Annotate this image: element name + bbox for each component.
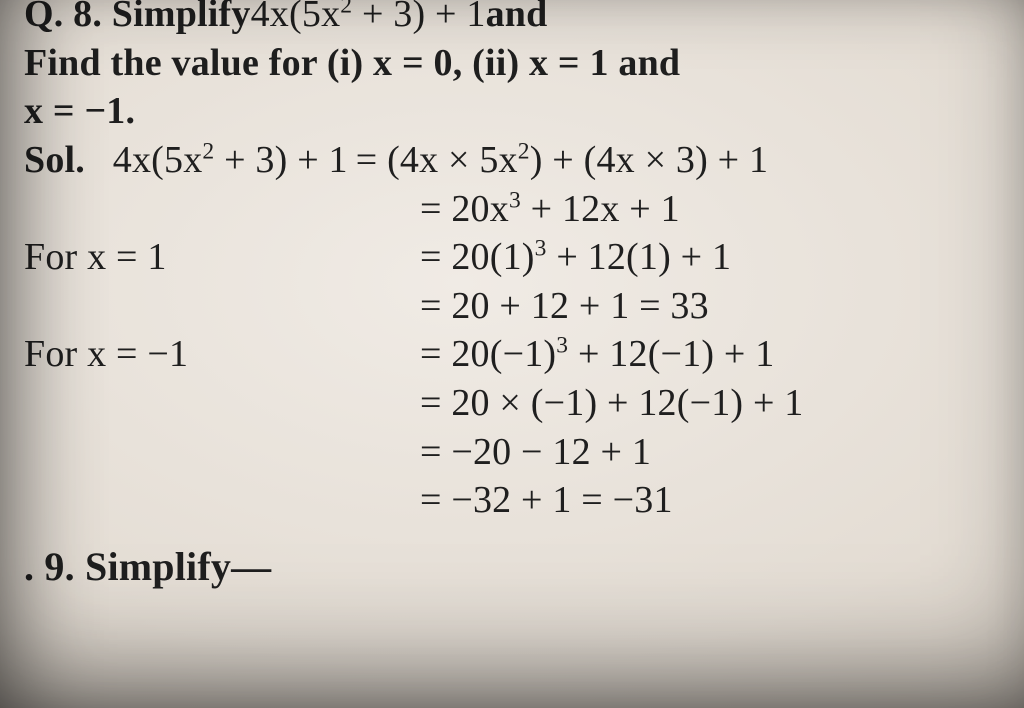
eq-rhs-1: = (4x × 5x2) + (4x × 3) + 1: [348, 136, 768, 185]
sol-label-col: Sol. 4x(5x2 + 3) + 1: [24, 136, 348, 185]
eq-rhs-7: = −20 − 12 + 1: [420, 428, 651, 477]
for-xneg1-label: For x = −1: [24, 330, 420, 379]
eq-rhs-2-row: = 20x3 + 12x + 1: [24, 185, 1006, 234]
eq-rhs-4: = 20 + 12 + 1 = 33: [420, 282, 709, 331]
q8-and: and: [486, 0, 548, 39]
eq-rhs-8: = −32 + 1 = −31: [420, 476, 673, 525]
eq-rhs-7-row: = −20 − 12 + 1: [24, 428, 1006, 477]
page: Q. 8. Simplify 4x(5x2 + 3) + 1 and Find …: [0, 0, 1024, 592]
eq-lhs: 4x(5x2 + 3) + 1: [113, 139, 348, 181]
sol-row-1: Sol. 4x(5x2 + 3) + 1 = (4x × 5x2) + (4x …: [24, 136, 1006, 185]
for-xneg1-row: For x = −1 = 20(−1)3 + 12(−1) + 1: [24, 330, 1006, 379]
for-x1-row: For x = 1 = 20(1)3 + 12(1) + 1: [24, 233, 1006, 282]
prompt-line-1: Find the value for (i) x = 0, (ii) x = 1…: [24, 39, 1006, 88]
partial-question-line: Q. 8. Simplify 4x(5x2 + 3) + 1 and: [24, 0, 1006, 39]
for-x1-label: For x = 1: [24, 233, 420, 282]
eq-rhs-3: = 20(1)3 + 12(1) + 1: [420, 233, 731, 282]
eq-rhs-2: = 20x3 + 12x + 1: [420, 185, 680, 234]
prompt-line-2: x = −1.: [24, 87, 1006, 136]
eq-rhs-5: = 20(−1)3 + 12(−1) + 1: [420, 330, 774, 379]
eq-rhs-4-row: = 20 + 12 + 1 = 33: [24, 282, 1006, 331]
eq-rhs-6-row: = 20 × (−1) + 12(−1) + 1: [24, 379, 1006, 428]
q8-prefix: Q. 8. Simplify: [24, 0, 251, 39]
eq-rhs-6: = 20 × (−1) + 12(−1) + 1: [420, 379, 804, 428]
q9-heading: . 9. Simplify—: [24, 541, 1006, 592]
eq-rhs-8-row: = −32 + 1 = −31: [24, 476, 1006, 525]
sol-label: Sol.: [24, 139, 85, 181]
q8-expr: 4x(5x2 + 3) + 1: [251, 0, 486, 39]
